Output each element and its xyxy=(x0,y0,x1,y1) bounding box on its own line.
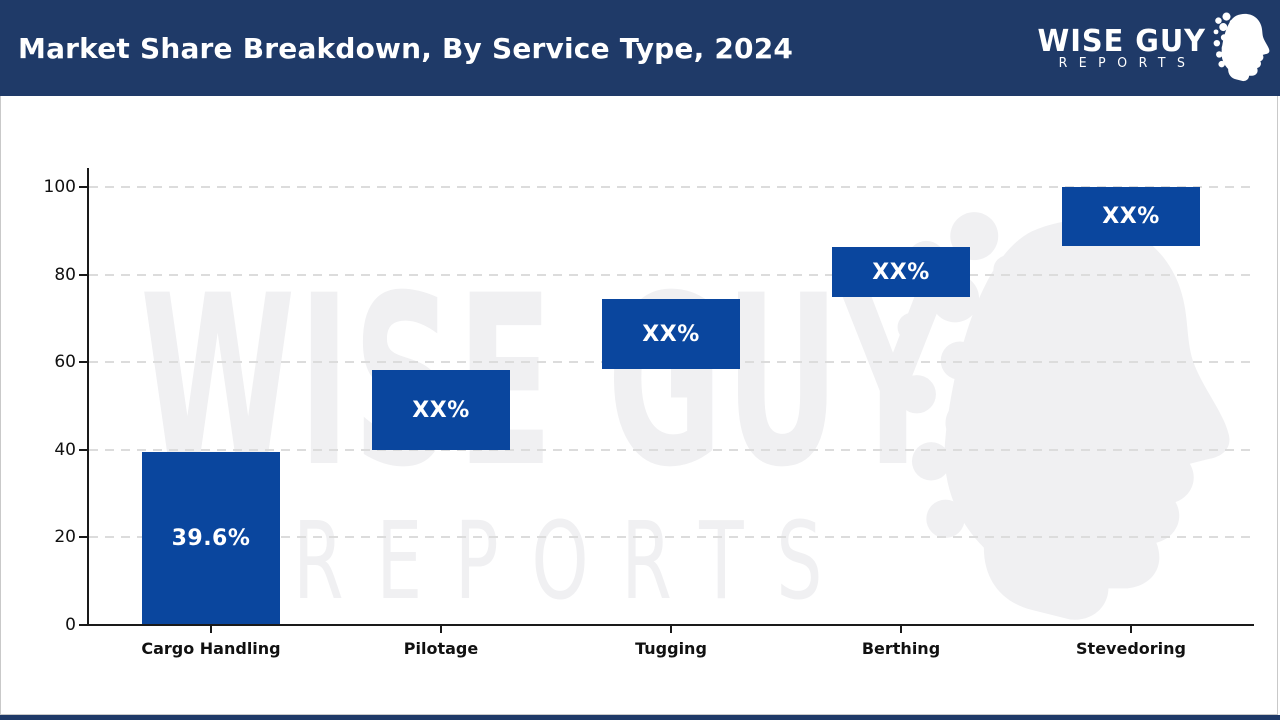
x-tick xyxy=(900,626,902,633)
gridline xyxy=(89,186,1253,188)
y-axis-line xyxy=(87,168,89,626)
gridline xyxy=(89,536,1253,538)
x-tick xyxy=(670,626,672,633)
y-tick xyxy=(79,536,88,538)
watermark-face-icon xyxy=(897,212,1230,620)
x-axis-line xyxy=(87,624,1254,626)
y-tick-label: 20 xyxy=(54,527,76,547)
y-tick xyxy=(79,361,88,363)
y-tick-label: 100 xyxy=(43,177,76,197)
y-tick xyxy=(79,274,88,276)
bar-berthing: XX% xyxy=(832,247,970,297)
logo-reports-label: REPORTS xyxy=(1059,56,1197,72)
x-axis-label-cargo-handling: Cargo Handling xyxy=(141,639,281,658)
y-tick-label: 80 xyxy=(54,265,76,285)
x-tick xyxy=(1130,626,1132,633)
y-tick xyxy=(79,624,88,626)
footer-bar xyxy=(0,715,1280,720)
x-axis-label-stevedoring: Stevedoring xyxy=(1076,639,1186,658)
wiseguy-face-icon xyxy=(1213,12,1270,82)
x-axis-label-berthing: Berthing xyxy=(861,639,941,658)
gridline xyxy=(89,274,1253,276)
bar-value-label: XX% xyxy=(872,259,930,285)
x-axis-label-tugging: Tugging xyxy=(635,639,707,658)
logo-wordmark: WISE GUY xyxy=(1037,23,1207,59)
y-tick-label: 0 xyxy=(65,615,76,635)
gridline xyxy=(89,449,1253,451)
y-tick xyxy=(79,449,88,451)
watermark-reports: REPORTS xyxy=(293,500,856,624)
y-tick-label: 60 xyxy=(54,352,76,372)
y-tick-label: 40 xyxy=(54,440,76,460)
y-tick xyxy=(79,186,88,188)
page-title: Market Share Breakdown, By Service Type,… xyxy=(18,31,794,65)
bar-stevedoring: XX% xyxy=(1062,187,1200,246)
logo-wordmark-block: WISE GUY REPORTS xyxy=(1038,26,1206,71)
bar-value-label: XX% xyxy=(642,321,700,347)
bar-value-label: XX% xyxy=(1102,204,1160,229)
x-tick xyxy=(210,626,212,633)
bar-tugging: XX% xyxy=(602,299,740,369)
x-axis-label-pilotage: Pilotage xyxy=(403,639,479,658)
bar-cargo-handling: 39.6% xyxy=(142,452,280,625)
bar-value-label: XX% xyxy=(412,397,470,423)
bar-pilotage: XX% xyxy=(372,370,510,450)
wiseguy-logo: WISE GUY REPORTS xyxy=(1034,7,1270,89)
bar-value-label: 39.6% xyxy=(171,526,251,551)
header-bar: Market Share Breakdown, By Service Type,… xyxy=(0,0,1280,96)
x-tick xyxy=(440,626,442,633)
